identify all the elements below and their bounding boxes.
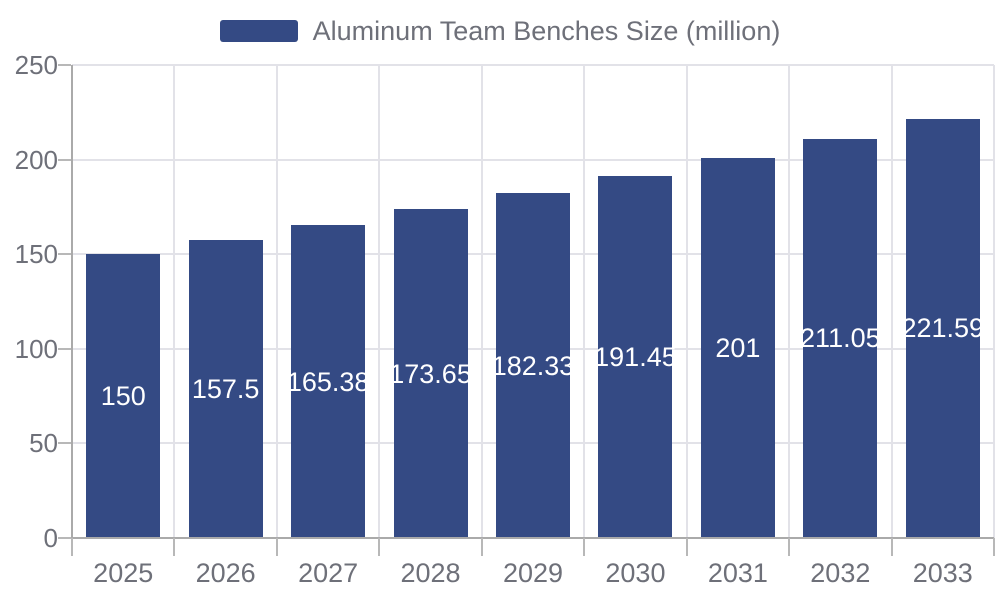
bar-2030[interactable] <box>598 175 673 538</box>
x-tick-label: 2027 <box>298 558 359 588</box>
v-gridline <box>275 65 278 538</box>
x-tick-label: 2033 <box>912 558 973 588</box>
y-axis-tick <box>58 64 71 66</box>
x-axis-tick <box>378 538 381 556</box>
y-axis-line <box>71 65 73 538</box>
x-tick-label: 2026 <box>195 558 256 588</box>
y-tick-label: 250 <box>14 50 58 80</box>
y-tick-label: 200 <box>14 144 58 175</box>
y-tick-label: 100 <box>14 333 58 364</box>
v-gridline <box>993 65 995 538</box>
v-gridline <box>480 65 483 538</box>
bar-value-label: 150 <box>100 381 146 412</box>
bar-value-label: 191.45 <box>594 341 677 372</box>
x-tick-label: 2028 <box>400 558 461 588</box>
v-gridline <box>685 65 688 538</box>
bar-value-label: 211.05 <box>800 323 881 354</box>
bar-2025[interactable] <box>86 254 161 538</box>
y-tick-label: 50 <box>29 428 58 459</box>
bar-2028[interactable] <box>393 209 468 538</box>
legend-item[interactable]: Aluminum Team Benches Size (million) <box>0 16 1000 46</box>
x-axis-tick <box>480 538 483 556</box>
y-axis-tick <box>58 158 71 161</box>
bar-value-label: 173.65 <box>389 358 472 389</box>
x-axis-tick <box>890 538 893 556</box>
x-axis-tick <box>275 538 278 556</box>
x-tick-label: 2032 <box>810 558 871 588</box>
y-tick-label: 0 <box>43 523 58 553</box>
y-axis-tick <box>58 347 71 350</box>
x-axis-tick <box>583 538 586 556</box>
x-axis-tick <box>993 538 995 556</box>
bar-2027[interactable] <box>291 225 366 538</box>
bar-value-label: 182.33 <box>491 350 575 381</box>
x-tick-label: 2031 <box>707 558 768 588</box>
legend-swatch <box>219 20 298 42</box>
bar-value-label: 165.38 <box>286 366 370 397</box>
bar-value-label: 157.5 <box>191 374 260 404</box>
h-gridline <box>72 158 994 161</box>
y-axis-tick <box>58 253 71 256</box>
x-axis-tick <box>71 538 73 556</box>
v-gridline <box>378 65 381 538</box>
x-axis-line <box>58 537 994 539</box>
x-axis-tick <box>173 538 176 556</box>
v-gridline <box>173 65 176 538</box>
x-axis-tick <box>788 538 791 556</box>
y-tick-label: 150 <box>14 239 58 270</box>
y-axis-tick <box>58 442 71 445</box>
legend-label: Aluminum Team Benches Size (million) <box>312 16 781 46</box>
x-axis-tick <box>685 538 688 556</box>
bar-2033[interactable] <box>905 118 980 538</box>
bar-2026[interactable] <box>188 240 263 538</box>
v-gridline <box>890 65 893 538</box>
v-gridline <box>788 65 791 538</box>
bar-2032[interactable] <box>803 138 878 538</box>
y-axis-tick <box>58 537 71 539</box>
v-gridline <box>583 65 586 538</box>
bar-value-label: 201 <box>715 332 761 363</box>
x-tick-label: 2025 <box>93 558 154 588</box>
h-gridline <box>72 64 994 66</box>
bar-2029[interactable] <box>496 193 570 538</box>
bar-2031[interactable] <box>700 157 775 538</box>
x-tick-label: 2030 <box>605 558 666 588</box>
x-tick-label: 2029 <box>502 558 564 588</box>
bar-value-label: 221.59 <box>901 313 985 344</box>
